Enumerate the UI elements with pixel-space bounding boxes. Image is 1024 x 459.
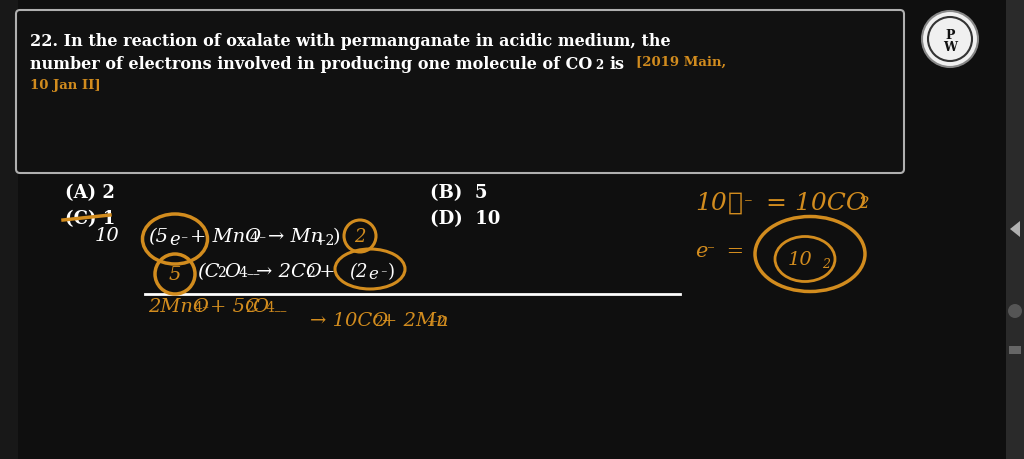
Text: +2: +2 bbox=[426, 314, 446, 328]
Text: 2: 2 bbox=[354, 228, 366, 246]
Text: W: W bbox=[943, 40, 957, 53]
Text: (A) 2: (A) 2 bbox=[65, 184, 115, 202]
Text: 10 Jan II]: 10 Jan II] bbox=[30, 79, 100, 92]
Text: (C: (C bbox=[197, 263, 219, 280]
Text: 2: 2 bbox=[306, 265, 314, 280]
Text: ⁻: ⁻ bbox=[258, 234, 265, 247]
Text: 4: 4 bbox=[250, 230, 259, 245]
Text: number of electrons involved in producing one molecule of CO: number of electrons involved in producin… bbox=[30, 56, 592, 73]
Text: 4: 4 bbox=[239, 265, 248, 280]
Text: 10: 10 bbox=[95, 226, 120, 245]
Circle shape bbox=[1008, 304, 1022, 318]
Text: +: + bbox=[313, 263, 342, 280]
Text: ––: –– bbox=[273, 303, 287, 317]
Text: 2: 2 bbox=[374, 314, 383, 328]
Text: e: e bbox=[169, 230, 179, 248]
Text: O: O bbox=[224, 263, 240, 280]
Text: P: P bbox=[945, 28, 954, 41]
Text: ⁻: ⁻ bbox=[180, 234, 187, 247]
FancyBboxPatch shape bbox=[16, 11, 904, 174]
Text: (D)  10: (D) 10 bbox=[430, 210, 501, 228]
Text: ℓ: ℓ bbox=[728, 191, 743, 214]
Text: + 5C: + 5C bbox=[210, 297, 260, 315]
Text: → 10CO: → 10CO bbox=[310, 311, 388, 329]
Text: = 10CO: = 10CO bbox=[758, 191, 866, 214]
Text: 2: 2 bbox=[595, 59, 603, 72]
Bar bbox=[1006, 0, 1024, 459]
Text: 2: 2 bbox=[858, 195, 868, 212]
Text: 2: 2 bbox=[822, 258, 830, 271]
Text: 2MnO: 2MnO bbox=[148, 297, 209, 315]
Text: 2: 2 bbox=[245, 300, 254, 314]
Text: (2: (2 bbox=[349, 263, 368, 280]
Text: +2: +2 bbox=[315, 234, 336, 247]
Text: 5: 5 bbox=[169, 265, 181, 283]
Text: is: is bbox=[610, 56, 625, 73]
Text: 4: 4 bbox=[266, 300, 274, 314]
Text: O: O bbox=[252, 297, 268, 315]
Text: (B)  5: (B) 5 bbox=[430, 184, 487, 202]
Text: + 2Mn: + 2Mn bbox=[381, 311, 449, 329]
Text: 10: 10 bbox=[695, 191, 727, 214]
Circle shape bbox=[922, 12, 978, 68]
Text: [2019 Main,: [2019 Main, bbox=[636, 56, 726, 69]
Bar bbox=[0, 0, 18, 459]
Text: (5: (5 bbox=[148, 228, 168, 246]
Text: (C) 1: (C) 1 bbox=[65, 210, 116, 228]
Text: =: = bbox=[720, 241, 744, 260]
Text: 2: 2 bbox=[217, 265, 225, 280]
Text: e: e bbox=[368, 265, 378, 282]
Text: ⁻: ⁻ bbox=[201, 303, 208, 317]
Text: ⁻: ⁻ bbox=[380, 268, 387, 280]
Text: + MnO: + MnO bbox=[190, 228, 261, 246]
Text: ⁻: ⁻ bbox=[707, 245, 715, 258]
Text: e: e bbox=[695, 241, 708, 260]
Text: ): ) bbox=[388, 263, 395, 280]
Text: ––: –– bbox=[246, 266, 260, 280]
Bar bbox=[1009, 346, 1021, 354]
Text: 10: 10 bbox=[787, 251, 812, 269]
Text: ): ) bbox=[333, 228, 341, 246]
Text: → 2CO: → 2CO bbox=[256, 263, 322, 280]
Text: ⁻: ⁻ bbox=[744, 196, 753, 213]
Text: 22. In the reaction of oxalate with permanganate in acidic medium, the: 22. In the reaction of oxalate with perm… bbox=[30, 33, 671, 50]
Polygon shape bbox=[1010, 222, 1020, 237]
Text: 4: 4 bbox=[194, 300, 203, 314]
Text: → Mn: → Mn bbox=[268, 228, 324, 246]
